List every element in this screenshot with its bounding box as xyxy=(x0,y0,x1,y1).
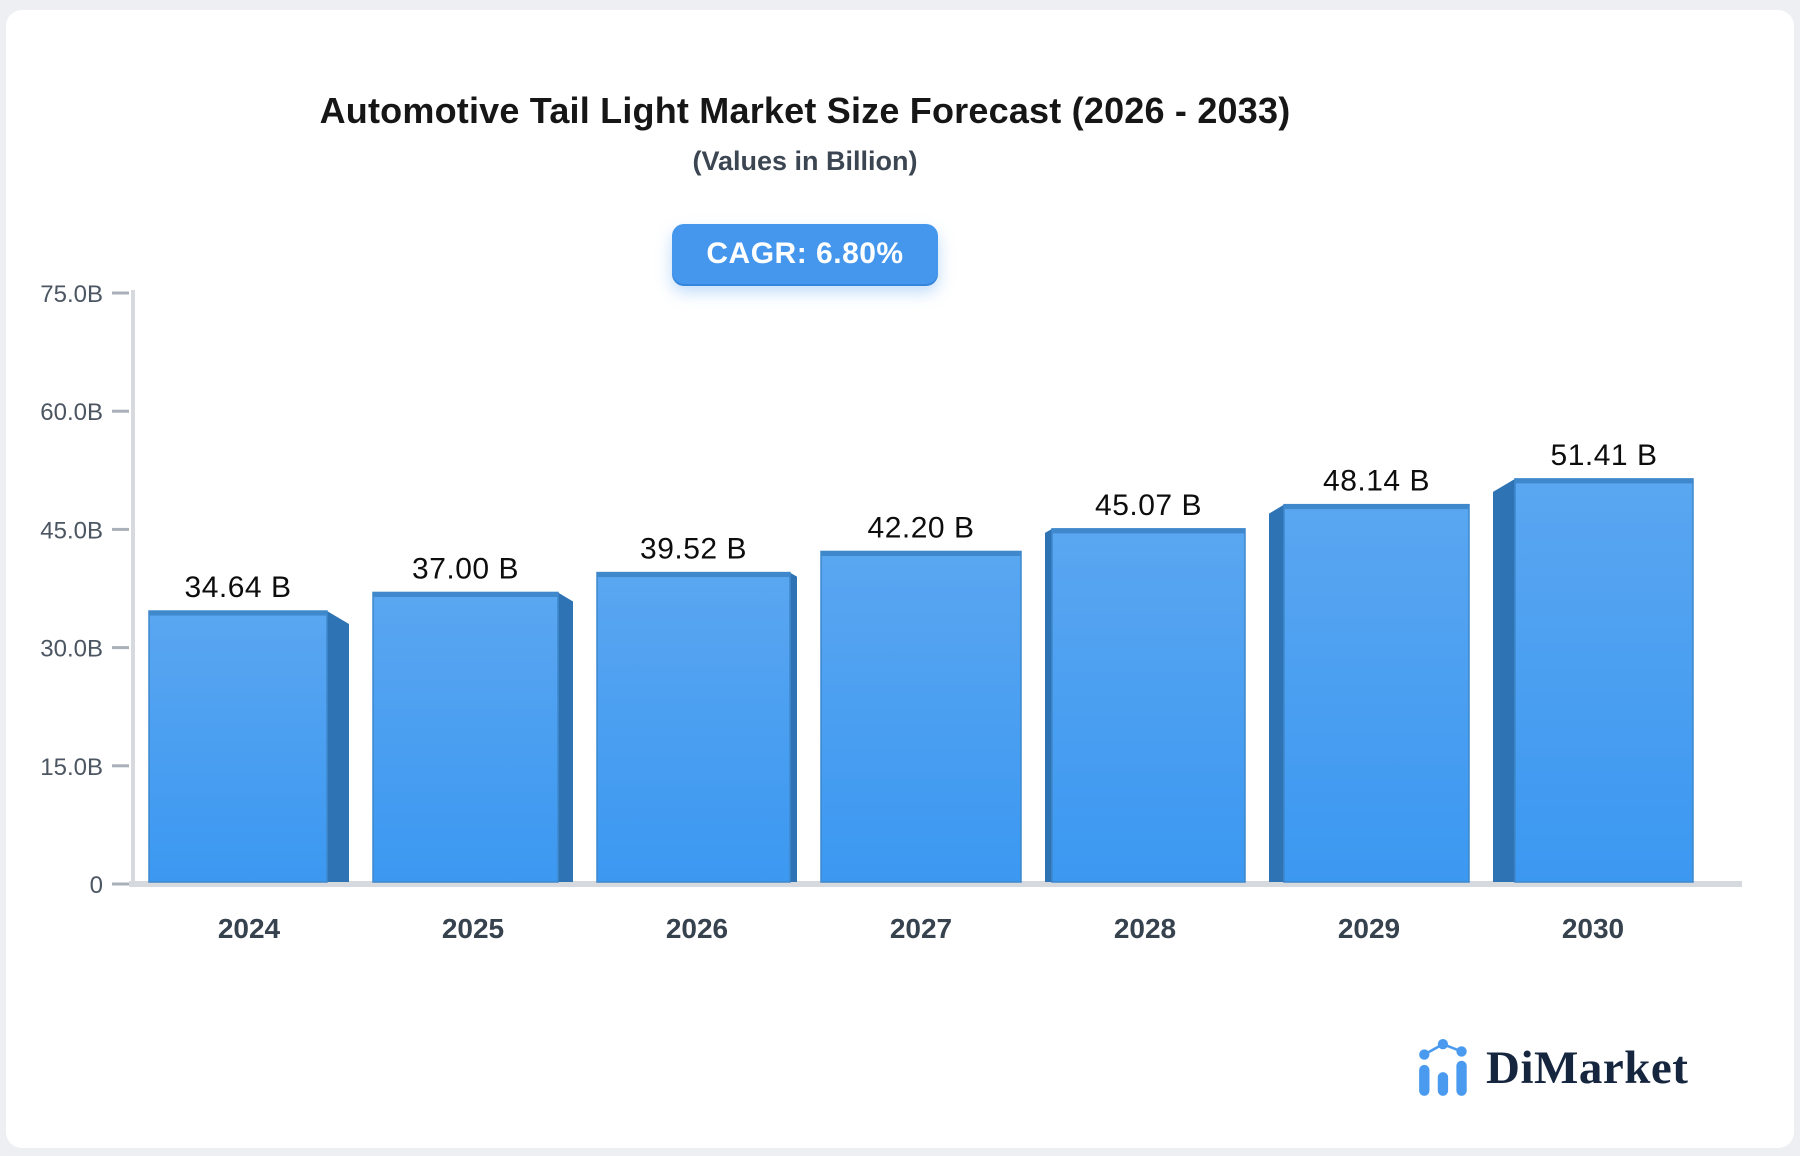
y-axis-tick-label: 15.0B xyxy=(40,754,103,781)
bar-side-2026 xyxy=(790,572,797,882)
y-axis-tick xyxy=(112,409,129,413)
x-axis-label-2027: 2027 xyxy=(890,913,952,944)
y-axis-tick-label: 60.0B xyxy=(40,399,103,426)
y-axis-tick-label: 45.0B xyxy=(40,517,103,544)
x-axis-label-2026: 2026 xyxy=(666,913,728,944)
y-axis-tick-label: 75.0B xyxy=(40,281,103,308)
bar-side-2028 xyxy=(1045,528,1052,882)
y-axis-tick xyxy=(112,646,129,650)
bar-value-label-2028: 45.07 B xyxy=(1095,489,1202,522)
bar-top-edge-2025 xyxy=(373,592,558,597)
bar-top-edge-2030 xyxy=(1515,478,1693,484)
bar-2024 xyxy=(148,610,328,883)
cagr-badge-row: CAGR: 6.80% xyxy=(0,224,1610,284)
bar-side-2024 xyxy=(327,611,349,882)
dimarket-logo: DiMarket xyxy=(1418,1038,1688,1098)
bar-2025 xyxy=(372,591,559,883)
chart-title: Automotive Tail Light Market Size Foreca… xyxy=(319,90,1291,131)
bar-top-edge-2024 xyxy=(149,611,327,616)
bar-side-2025 xyxy=(558,592,573,882)
x-axis-line xyxy=(129,881,1742,887)
bar-2027 xyxy=(820,550,1022,883)
bar-value-label-2024: 34.64 B xyxy=(185,571,292,604)
bar-2028 xyxy=(1051,528,1246,883)
bar-value-label-2026: 39.52 B xyxy=(640,533,747,566)
y-axis-tick xyxy=(112,882,129,886)
x-axis-label-2029: 2029 xyxy=(1338,913,1400,944)
bar-value-label-2029: 48.14 B xyxy=(1323,465,1430,498)
bar-value-label-2027: 42.20 B xyxy=(868,511,975,544)
bar-value-label-2025: 37.00 B xyxy=(412,552,519,585)
mini-bar-chart-logo-icon xyxy=(1419,1039,1467,1096)
x-axis-label-2024: 2024 xyxy=(218,913,281,944)
bar-2029 xyxy=(1283,503,1470,883)
bar-side-2030 xyxy=(1493,478,1515,882)
x-axis-label-2028: 2028 xyxy=(1114,913,1176,944)
chart-subtitle: (Values in Billion) xyxy=(692,146,918,176)
cagr-badge: CAGR: 6.80% xyxy=(672,224,938,284)
bar-top-edge-2027 xyxy=(821,551,1021,556)
y-axis-line xyxy=(131,290,135,884)
bar-value-label-2030: 51.41 B xyxy=(1551,439,1658,472)
bar-top-edge-2028 xyxy=(1052,528,1245,534)
y-axis-tick-label: 0 xyxy=(90,872,103,899)
y-axis-tick-label: 30.0B xyxy=(40,636,103,663)
chart-header: Automotive Tail Light Market Size Foreca… xyxy=(0,90,1610,177)
logo-text: DiMarket xyxy=(1486,1042,1689,1094)
bar-top-edge-2026 xyxy=(597,572,790,578)
y-axis-tick xyxy=(112,764,129,768)
x-axis-label-2030: 2030 xyxy=(1562,913,1624,944)
y-axis-tick xyxy=(112,527,129,531)
x-axis-label-2025: 2025 xyxy=(442,913,504,944)
y-axis-tick xyxy=(112,291,129,295)
bar-top-edge-2029 xyxy=(1284,504,1469,510)
bar-side-2029 xyxy=(1269,504,1284,882)
bar-2030 xyxy=(1514,478,1694,883)
bar-2026 xyxy=(596,571,791,883)
